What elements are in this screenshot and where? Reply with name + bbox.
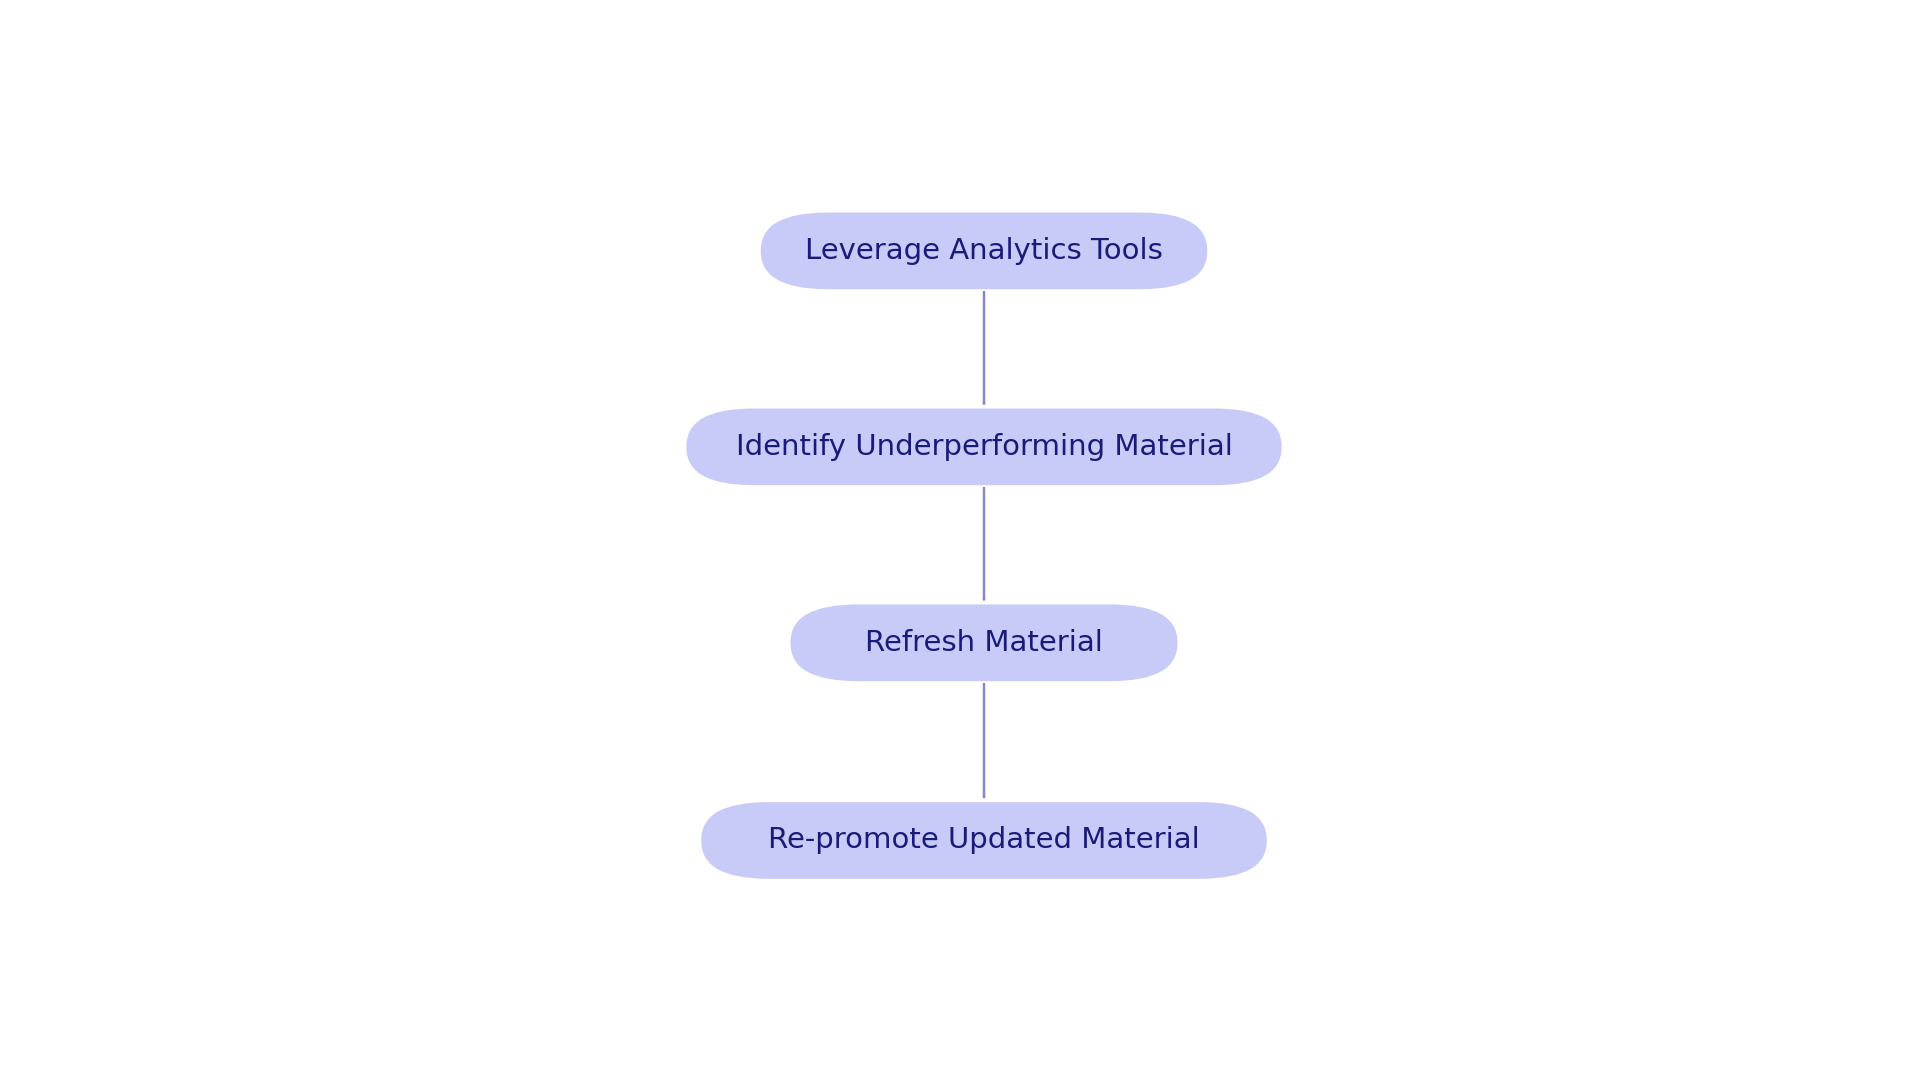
FancyBboxPatch shape: [687, 408, 1283, 485]
Text: Leverage Analytics Tools: Leverage Analytics Tools: [804, 237, 1164, 265]
Text: Re-promote Updated Material: Re-promote Updated Material: [768, 826, 1200, 854]
FancyBboxPatch shape: [791, 604, 1177, 681]
FancyBboxPatch shape: [760, 212, 1208, 289]
FancyBboxPatch shape: [701, 803, 1267, 878]
Text: Identify Underperforming Material: Identify Underperforming Material: [735, 433, 1233, 461]
Text: Refresh Material: Refresh Material: [866, 629, 1102, 656]
